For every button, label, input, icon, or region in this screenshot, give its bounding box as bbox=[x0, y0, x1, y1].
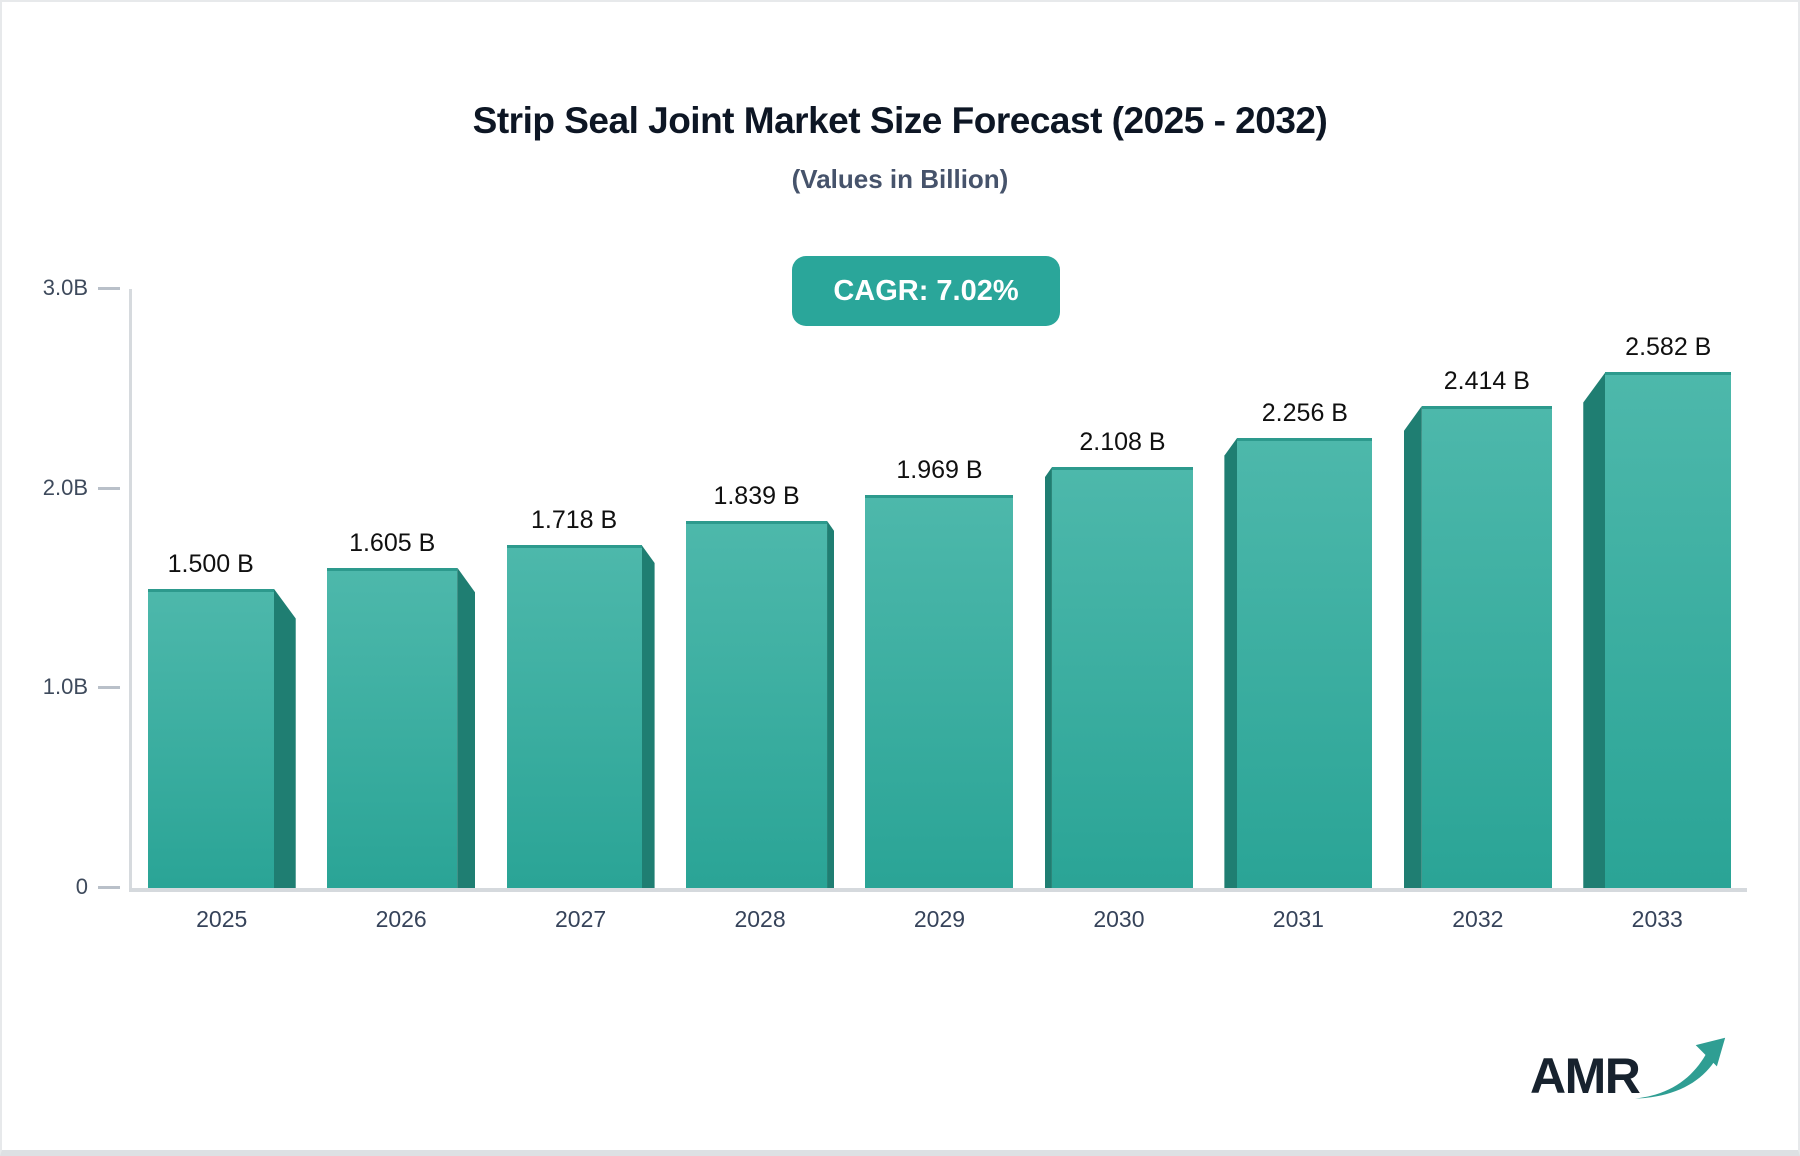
y-tick-label: 2.0B bbox=[42, 474, 88, 500]
y-tick-label: 0 bbox=[75, 874, 88, 899]
amr-logo: AMR bbox=[1530, 1036, 1750, 1116]
growth-arrow-icon bbox=[1635, 1037, 1726, 1099]
bar-value-label: 1.839 B bbox=[713, 481, 800, 510]
bar-value-label: 1.605 B bbox=[349, 528, 436, 557]
cagr-badge: CAGR: 7.02% bbox=[792, 256, 1060, 326]
cagr-badge-label: CAGR: 7.02% bbox=[833, 274, 1019, 307]
bar-2026: 1.605 B bbox=[327, 529, 476, 888]
bar-slot-2026: 1.605 B bbox=[311, 289, 490, 888]
y-tick-dash bbox=[98, 886, 120, 889]
y-tick-dash bbox=[98, 287, 120, 290]
bar-2033: 2.582 B bbox=[1583, 333, 1732, 888]
y-axis-gutter: 0 1.0B 2.0B 3.0B bbox=[2, 275, 132, 899]
bar-face bbox=[865, 494, 1014, 888]
bar-side-face bbox=[641, 544, 655, 888]
bar-face bbox=[147, 588, 274, 888]
bar-2029: 1.969 B bbox=[865, 456, 1014, 888]
x-axis-label-2028: 2028 bbox=[734, 906, 786, 932]
plot-area: 1.500 B 1.605 B 1.718 B 1.839 B 1.969 B 2.108… bbox=[129, 289, 1747, 892]
amr-logo-text: AMR bbox=[1530, 1048, 1641, 1104]
bar-face bbox=[1237, 437, 1373, 888]
x-axis-label-2029: 2029 bbox=[913, 906, 966, 932]
bar-value-label: 1.500 B bbox=[167, 549, 254, 578]
x-axis-label-2026: 2026 bbox=[375, 906, 427, 932]
bar-face bbox=[327, 567, 458, 888]
x-axis-label-2027: 2027 bbox=[555, 906, 607, 932]
y-tick-label: 3.0B bbox=[42, 275, 88, 300]
x-axis-baseline bbox=[129, 888, 1747, 892]
bar-2030: 2.108 B bbox=[1044, 428, 1193, 888]
bar-slot-2028: 1.839 B bbox=[670, 289, 849, 888]
y-axis-line bbox=[129, 289, 132, 888]
y-tick-dash bbox=[98, 486, 120, 490]
bar-2027: 1.718 B bbox=[506, 506, 655, 888]
x-axis-label-2025: 2025 bbox=[196, 906, 248, 932]
bar-value-label: 2.256 B bbox=[1261, 398, 1348, 427]
bar-slot-2033: 2.582 B bbox=[1568, 289, 1747, 888]
bar-2028: 1.839 B bbox=[686, 482, 835, 888]
bar-value-label: 1.718 B bbox=[531, 505, 618, 534]
x-axis-label-2033: 2033 bbox=[1631, 906, 1683, 932]
bar-face bbox=[1051, 467, 1193, 888]
bar-value-label: 2.108 B bbox=[1079, 428, 1166, 457]
bar-slot-2029: 1.969 B bbox=[850, 289, 1029, 888]
bar-value-label: 1.969 B bbox=[896, 455, 983, 484]
x-axis-label-2032: 2032 bbox=[1452, 906, 1504, 932]
bar-slot-2025: 1.500 B bbox=[132, 289, 311, 888]
y-tick-dash bbox=[98, 686, 120, 690]
bar-slot-2031: 2.256 B bbox=[1209, 289, 1388, 888]
bar-2031: 2.256 B bbox=[1224, 399, 1373, 888]
page-title: Strip Seal Joint Market Size Forecast (2… bbox=[472, 100, 1328, 141]
bar-value-label: 2.414 B bbox=[1443, 367, 1530, 396]
bar-face bbox=[686, 520, 828, 888]
x-axis-labels: 2025 2026 2027 2028 2029 2030 2031 2032 2033 bbox=[132, 906, 1747, 946]
bar-face bbox=[1605, 372, 1732, 888]
bar-face bbox=[506, 544, 642, 888]
bar-2032: 2.414 B bbox=[1403, 367, 1552, 888]
bar-side-face bbox=[273, 588, 296, 888]
bar-side-face bbox=[457, 567, 476, 888]
bar-slot-2030: 2.108 B bbox=[1029, 289, 1208, 888]
bar-slot-2032: 2.414 B bbox=[1388, 289, 1567, 888]
page-subtitle: (Values in Billion) bbox=[791, 164, 1009, 194]
bar-side-face bbox=[1224, 437, 1238, 888]
y-tick-label: 1.0B bbox=[42, 674, 88, 700]
bar-face bbox=[1421, 406, 1552, 888]
bar-value-label: 2.582 B bbox=[1625, 333, 1712, 362]
bar-side-face bbox=[1583, 372, 1606, 888]
bar-side-face bbox=[827, 520, 835, 888]
x-axis-label-2030: 2030 bbox=[1093, 906, 1145, 932]
x-axis-label-2031: 2031 bbox=[1272, 906, 1324, 932]
bar-side-face bbox=[1044, 467, 1052, 888]
bar-2025: 1.500 B bbox=[147, 550, 296, 888]
bar-side-face bbox=[1403, 406, 1422, 888]
bar-slot-2027: 1.718 B bbox=[491, 289, 670, 888]
